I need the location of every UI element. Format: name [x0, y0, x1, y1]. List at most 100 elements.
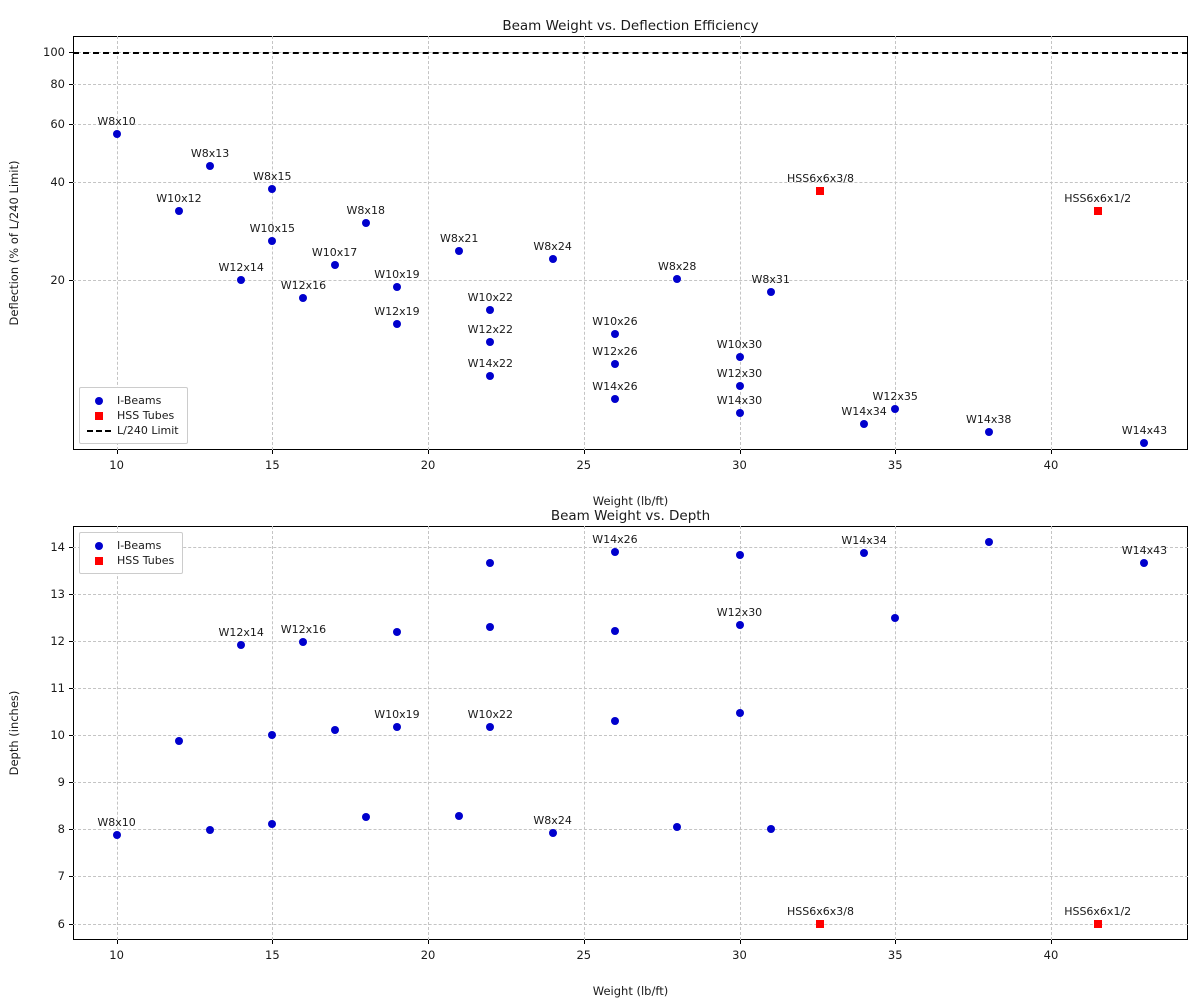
data-point-ibeam[interactable]: [673, 274, 682, 283]
gridline-horizontal: [73, 181, 1188, 183]
data-point-ibeam[interactable]: [673, 822, 682, 831]
data-point-ibeam[interactable]: [174, 737, 183, 746]
data-point-label: W8x10: [97, 815, 136, 829]
gridline-horizontal: [73, 547, 1188, 549]
data-point-ibeam[interactable]: [1140, 559, 1149, 568]
data-point-ibeam[interactable]: [735, 709, 744, 718]
data-point-label: W8x31: [751, 273, 790, 287]
data-point-label: W10x26: [592, 315, 638, 329]
y-tick-mark: [69, 782, 73, 784]
legend-label: HSS Tubes: [117, 409, 175, 422]
data-point-ibeam[interactable]: [206, 825, 215, 834]
gridline-vertical: [583, 526, 585, 940]
data-point-label: W12x14: [218, 260, 264, 274]
data-point-label: W12x22: [467, 322, 514, 336]
x-tick-mark: [272, 940, 274, 944]
x-tick-label: 15: [265, 458, 280, 472]
data-point-ibeam[interactable]: [455, 246, 464, 255]
data-point-ibeam[interactable]: [891, 405, 900, 414]
data-point-ibeam[interactable]: [860, 548, 869, 557]
data-point-label: W10x19: [374, 708, 420, 722]
data-point-ibeam[interactable]: [268, 237, 277, 246]
data-point-ibeam[interactable]: [1140, 439, 1149, 448]
legend-row: HSS Tubes: [86, 408, 179, 423]
data-point-ibeam[interactable]: [392, 320, 401, 329]
y-tick-label: 40: [50, 174, 65, 189]
y-tick-label: 6: [57, 916, 65, 931]
data-point-ibeam[interactable]: [299, 293, 308, 302]
data-point-ibeam[interactable]: [268, 731, 277, 740]
y-axis-label-depth: Depth (inches): [7, 690, 21, 776]
gridline-vertical: [1050, 36, 1052, 450]
data-point-ibeam[interactable]: [891, 613, 900, 622]
data-point-ibeam[interactable]: [486, 372, 495, 381]
data-point-ibeam[interactable]: [735, 550, 744, 559]
legend-marker-square-icon: [95, 556, 103, 565]
data-point-ibeam[interactable]: [392, 628, 401, 637]
x-tick-mark: [116, 940, 118, 944]
y-tick-label: 14: [50, 540, 65, 555]
y-tick-label: 8: [57, 822, 65, 837]
data-point-ibeam[interactable]: [548, 828, 557, 837]
data-point-ibeam[interactable]: [735, 621, 744, 630]
y-tick-label: 9: [57, 775, 65, 790]
data-point-ibeam[interactable]: [361, 219, 370, 228]
data-point-ibeam[interactable]: [610, 395, 619, 404]
data-point-hss[interactable]: [1093, 206, 1102, 215]
y-tick-mark: [69, 876, 73, 878]
data-point-ibeam[interactable]: [361, 813, 370, 822]
legend-label: L/240 Limit: [117, 424, 179, 437]
data-point-label: W12x16: [280, 278, 327, 292]
y-tick-mark: [69, 547, 73, 549]
gridline-vertical: [895, 36, 897, 450]
data-point-ibeam[interactable]: [610, 548, 619, 557]
data-point-ibeam[interactable]: [766, 825, 775, 834]
data-point-ibeam[interactable]: [735, 408, 744, 417]
data-point-ibeam[interactable]: [486, 723, 495, 732]
data-point-ibeam[interactable]: [112, 830, 121, 839]
data-point-ibeam[interactable]: [299, 637, 308, 646]
data-point-ibeam[interactable]: [610, 330, 619, 339]
legend-row: HSS Tubes: [86, 553, 174, 568]
data-point-ibeam[interactable]: [455, 812, 464, 821]
data-point-ibeam[interactable]: [486, 558, 495, 567]
data-point-ibeam[interactable]: [610, 717, 619, 726]
data-point-ibeam[interactable]: [860, 420, 869, 429]
x-tick-label: 20: [420, 458, 436, 472]
data-point-ibeam[interactable]: [330, 726, 339, 735]
data-point-ibeam[interactable]: [330, 260, 339, 269]
data-point-ibeam[interactable]: [610, 360, 619, 369]
data-point-ibeam[interactable]: [984, 428, 993, 437]
data-point-hss[interactable]: [816, 919, 825, 928]
data-point-ibeam[interactable]: [268, 185, 277, 194]
data-point-ibeam[interactable]: [268, 820, 277, 829]
data-point-ibeam[interactable]: [237, 275, 246, 284]
data-point-ibeam[interactable]: [984, 538, 993, 547]
data-point-ibeam[interactable]: [610, 626, 619, 635]
data-point-ibeam[interactable]: [486, 337, 495, 346]
legend-swatch: [86, 556, 112, 565]
data-point-ibeam[interactable]: [206, 162, 215, 171]
data-point-ibeam[interactable]: [486, 305, 495, 314]
data-point-hss[interactable]: [1093, 919, 1102, 928]
data-point-ibeam[interactable]: [735, 352, 744, 361]
gridline-horizontal: [73, 876, 1188, 878]
data-point-label: W12x14: [218, 626, 264, 640]
data-point-ibeam[interactable]: [735, 382, 744, 391]
y-tick-mark: [69, 52, 73, 54]
data-point-ibeam[interactable]: [766, 288, 775, 297]
data-point-ibeam[interactable]: [392, 723, 401, 732]
data-point-ibeam[interactable]: [548, 254, 557, 263]
data-point-ibeam[interactable]: [392, 282, 401, 291]
data-point-label: W8x10: [97, 115, 136, 129]
data-point-ibeam[interactable]: [112, 130, 121, 139]
data-point-ibeam[interactable]: [486, 622, 495, 631]
data-point-label: W8x15: [253, 170, 292, 184]
data-point-ibeam[interactable]: [174, 206, 183, 215]
gridline-horizontal: [73, 594, 1188, 596]
data-point-label: W14x43: [1121, 424, 1168, 438]
data-point-hss[interactable]: [816, 186, 825, 195]
data-point-label: W8x21: [439, 231, 479, 245]
data-point-ibeam[interactable]: [237, 641, 246, 650]
data-point-label: W8x13: [190, 147, 230, 161]
